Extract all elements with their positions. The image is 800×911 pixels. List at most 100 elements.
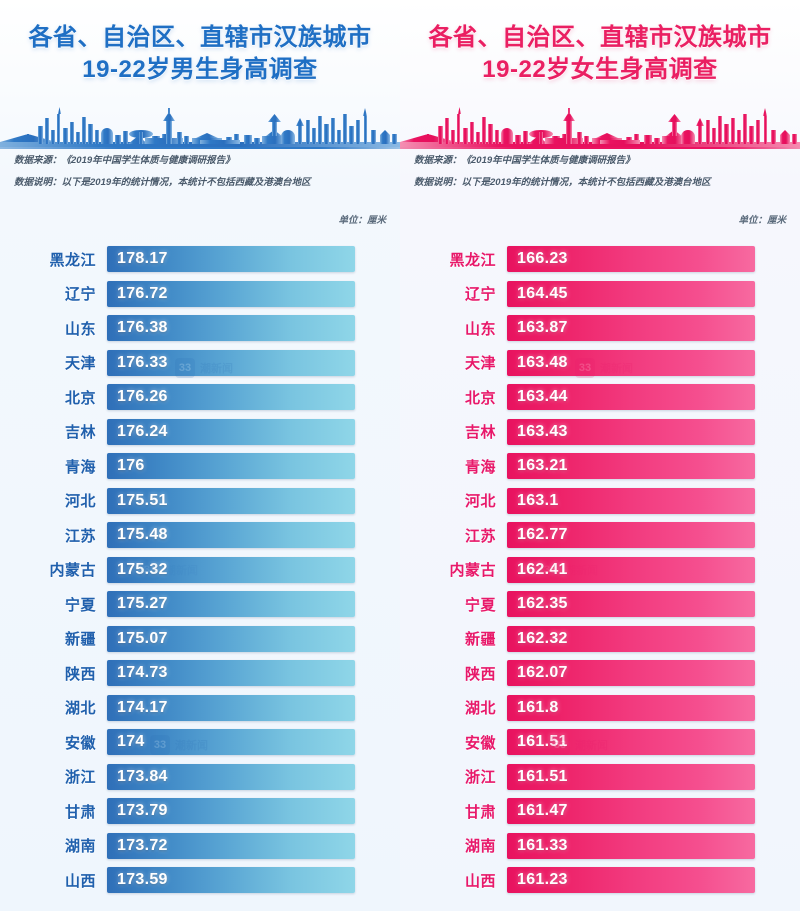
- province-label: 辽宁: [64, 286, 96, 304]
- table-row: 河北 175.51: [0, 484, 400, 519]
- table-row: 江苏 175.48: [0, 518, 400, 553]
- province-label: 北京: [64, 389, 96, 407]
- value-label: 173.84: [117, 767, 168, 785]
- table-row: 黑龙江 166.23: [400, 242, 800, 277]
- table-row: 陕西 174.73: [0, 656, 400, 691]
- skyline-baseline: [400, 147, 800, 149]
- province-label: 青海: [464, 458, 496, 476]
- value-label: 163.21: [517, 457, 568, 475]
- value-label: 161.47: [517, 802, 568, 820]
- table-row: 浙江 161.51: [400, 760, 800, 795]
- table-row: 吉林 163.43: [400, 415, 800, 450]
- province-label: 湖南: [64, 838, 96, 856]
- note-source: 数据来源：《2019年中国学生体质与健康调研报告》: [14, 155, 235, 166]
- table-row: 天津 176.33: [0, 346, 400, 381]
- table-row: 浙江 173.84: [0, 760, 400, 795]
- value-bar: 163.48: [507, 349, 755, 376]
- province-label: 陕西: [64, 665, 96, 683]
- value-bar: 164.45: [507, 280, 755, 307]
- province-label: 新疆: [64, 631, 96, 649]
- value-bar: 175.07: [107, 625, 355, 652]
- province-label: 安徽: [464, 734, 496, 752]
- title-line-2: 19-22岁男生身高调查: [82, 56, 318, 84]
- skyline-baseline: [0, 147, 400, 149]
- table-row: 北京 176.26: [0, 380, 400, 415]
- province-label: 内蒙古: [49, 562, 96, 580]
- value-bar: 162.32: [507, 625, 755, 652]
- value-label: 161.23: [517, 871, 568, 889]
- table-row: 甘肃 173.79: [0, 794, 400, 829]
- value-bar: 176.72: [107, 280, 355, 307]
- value-bar: 162.35: [507, 591, 755, 618]
- value-label: 175.07: [117, 629, 168, 647]
- title-line-1: 各省、自治区、直辖市汉族城市: [28, 24, 372, 51]
- table-row: 江苏 162.77: [400, 518, 800, 553]
- value-bar: 163.87: [507, 315, 755, 342]
- value-bar: 176.33: [107, 349, 355, 376]
- table-row: 山西 161.23: [400, 863, 800, 898]
- table-row: 甘肃 161.47: [400, 794, 800, 829]
- table-row: 内蒙古 162.41: [400, 553, 800, 588]
- value-bar: 176.38: [107, 315, 355, 342]
- value-bar: 174.73: [107, 660, 355, 687]
- province-label: 山西: [464, 872, 496, 890]
- table-row: 湖南 173.72: [0, 829, 400, 864]
- value-label: 176.24: [117, 422, 168, 440]
- value-label: 175.32: [117, 560, 168, 578]
- value-label: 175.48: [117, 526, 168, 544]
- value-bar: 161.47: [507, 798, 755, 825]
- province-label: 宁夏: [464, 596, 496, 614]
- page-title-female: 各省、自治区、直辖市汉族城市 19-22岁女生身高调查: [400, 0, 800, 86]
- panel-header-female: 各省、自治区、直辖市汉族城市 19-22岁女生身高调查: [400, 0, 800, 240]
- province-label: 甘肃: [464, 803, 496, 821]
- value-bar: 174: [107, 729, 355, 756]
- value-bar: 161.51: [507, 729, 755, 756]
- province-label: 浙江: [464, 769, 496, 787]
- value-bar: 176.26: [107, 384, 355, 411]
- value-bar: 163.44: [507, 384, 755, 411]
- panel-header-male: 各省、自治区、直辖市汉族城市 19-22岁男生身高调查: [0, 0, 400, 240]
- city-skyline-icon: [400, 104, 800, 148]
- table-row: 山东 176.38: [0, 311, 400, 346]
- notes-female: 数据来源：《2019年中国学生体质与健康调研报告》 数据说明：以下是2019年的…: [414, 155, 786, 200]
- value-bar: 173.59: [107, 867, 355, 894]
- value-label: 163.48: [517, 353, 568, 371]
- table-row: 山西 173.59: [0, 863, 400, 898]
- value-bar: 173.72: [107, 832, 355, 859]
- province-label: 陕西: [464, 665, 496, 683]
- value-label: 161.51: [517, 767, 568, 785]
- province-label: 内蒙古: [449, 562, 496, 580]
- province-label: 黑龙江: [49, 251, 96, 269]
- table-row: 河北 163.1: [400, 484, 800, 519]
- province-label: 浙江: [64, 769, 96, 787]
- value-bar: 163.43: [507, 418, 755, 445]
- value-bar: 161.51: [507, 763, 755, 790]
- title-line-1: 各省、自治区、直辖市汉族城市: [428, 24, 772, 51]
- notes-male: 数据来源：《2019年中国学生体质与健康调研报告》 数据说明：以下是2019年的…: [14, 155, 386, 200]
- province-label: 天津: [464, 355, 496, 373]
- value-label: 176.38: [117, 319, 168, 337]
- value-label: 163.43: [517, 422, 568, 440]
- value-label: 174.17: [117, 698, 168, 716]
- value-label: 162.41: [517, 560, 568, 578]
- table-row: 内蒙古 175.32: [0, 553, 400, 588]
- value-bar: 175.48: [107, 522, 355, 549]
- unit-label: 单位：厘米: [738, 215, 786, 226]
- table-row: 青海 176: [0, 449, 400, 484]
- value-label: 161.51: [517, 733, 568, 751]
- city-skyline-icon: [0, 104, 400, 148]
- province-label: 河北: [64, 493, 96, 511]
- value-label: 166.23: [517, 250, 568, 268]
- province-label: 天津: [64, 355, 96, 373]
- value-label: 164.45: [517, 284, 568, 302]
- value-label: 163.87: [517, 319, 568, 337]
- title-line-2: 19-22岁女生身高调查: [482, 56, 718, 84]
- value-label: 174.73: [117, 664, 168, 682]
- value-bar: 166.23: [507, 246, 755, 273]
- value-label: 173.72: [117, 836, 168, 854]
- value-label: 162.32: [517, 629, 568, 647]
- value-label: 163.1: [517, 491, 559, 509]
- note-description: 数据说明：以下是2019年的统计情况，本统计不包括西藏及港澳台地区: [14, 177, 311, 189]
- value-bar: 175.27: [107, 591, 355, 618]
